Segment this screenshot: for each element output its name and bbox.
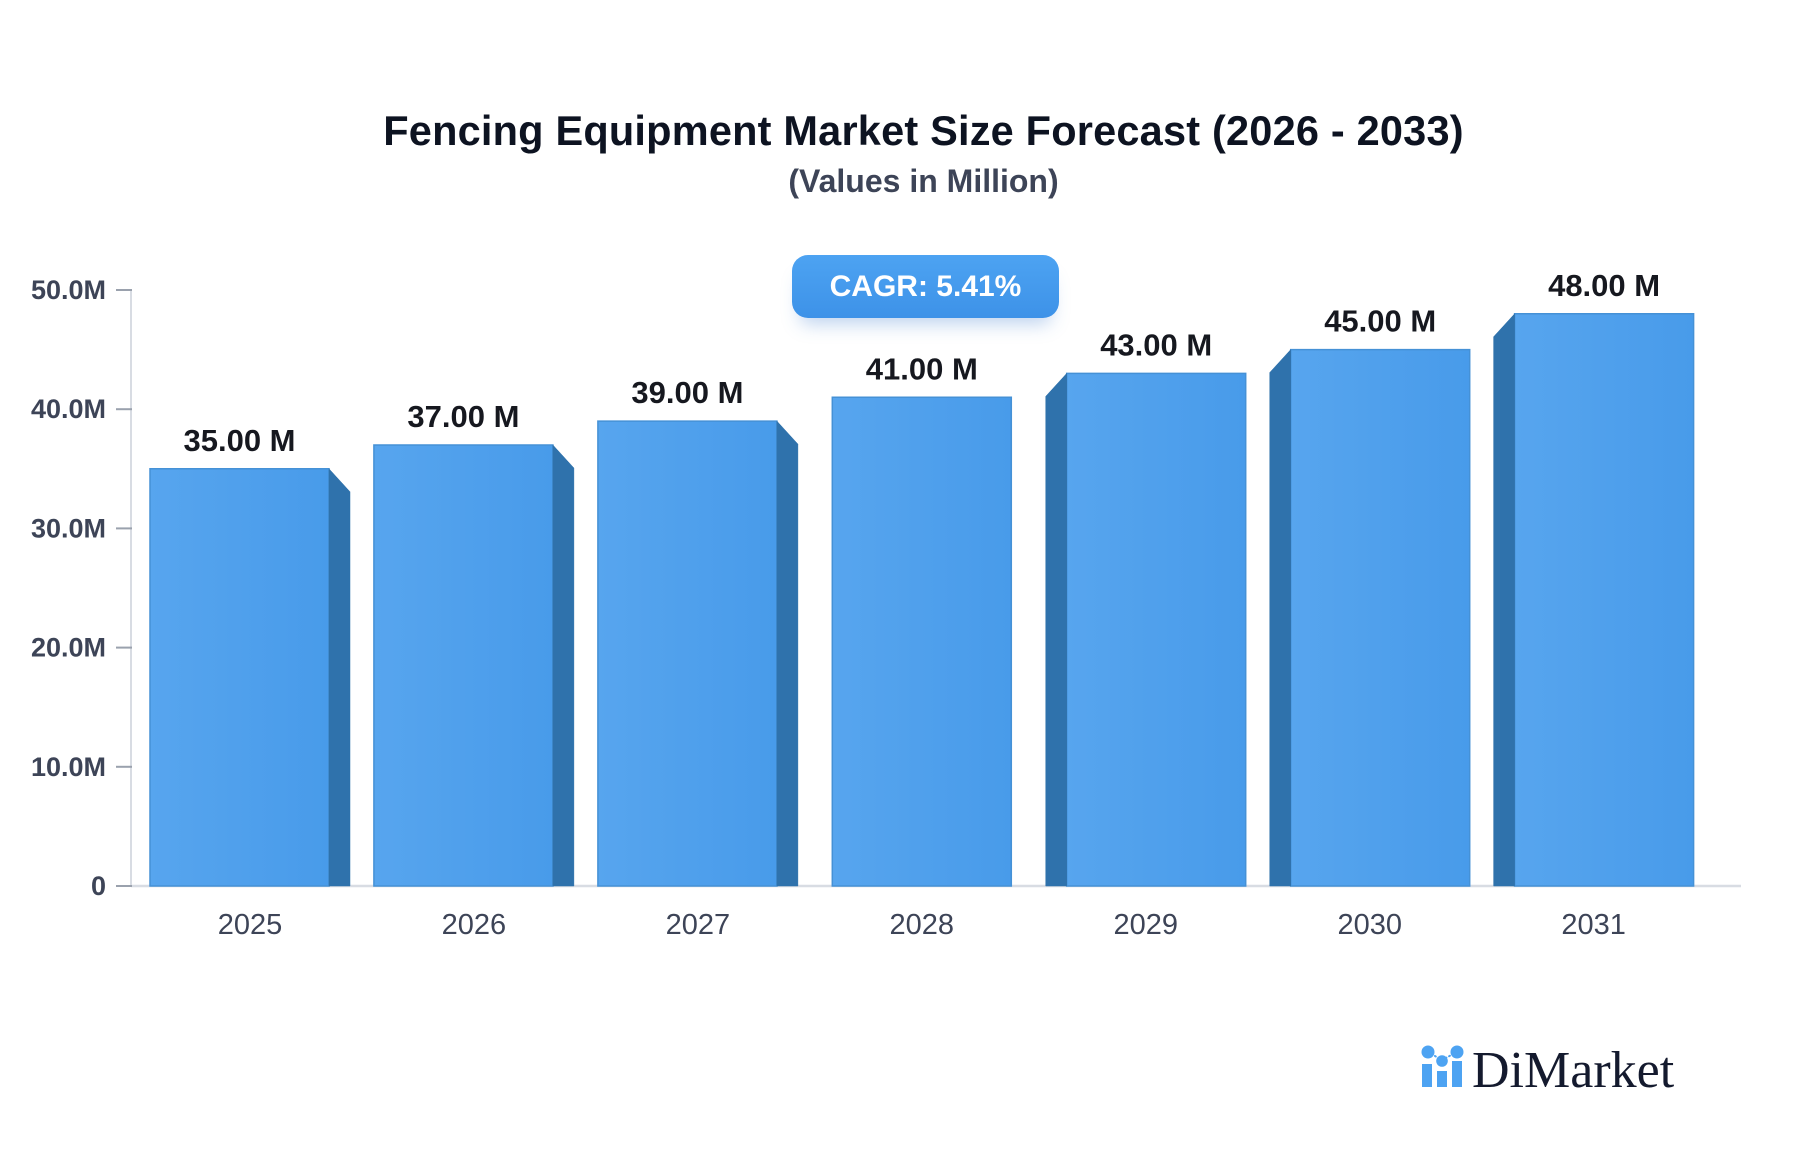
- svg-text:DiMarket: DiMarket: [1472, 1042, 1675, 1099]
